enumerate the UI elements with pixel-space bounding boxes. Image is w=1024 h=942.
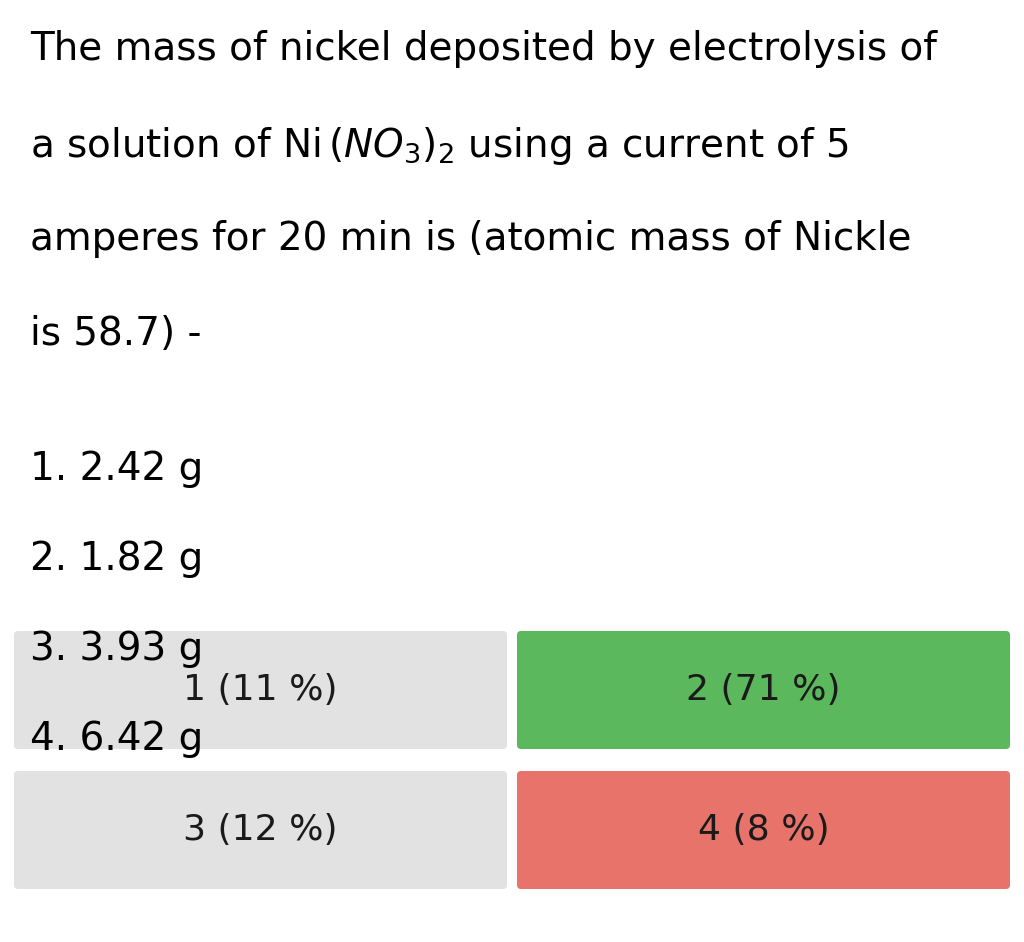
FancyBboxPatch shape — [517, 771, 1010, 889]
Text: 1 (11 %): 1 (11 %) — [183, 673, 338, 707]
Text: amperes for 20 min is (atomic mass of Nickle: amperes for 20 min is (atomic mass of Ni… — [30, 220, 911, 258]
FancyBboxPatch shape — [517, 631, 1010, 749]
FancyBboxPatch shape — [14, 771, 507, 889]
Text: 3. 3.93 g: 3. 3.93 g — [30, 630, 203, 668]
Text: 3 (12 %): 3 (12 %) — [183, 813, 338, 847]
Text: 2 (71 %): 2 (71 %) — [686, 673, 841, 707]
Text: 1. 2.42 g: 1. 2.42 g — [30, 450, 203, 488]
FancyBboxPatch shape — [14, 631, 507, 749]
Text: 4 (8 %): 4 (8 %) — [697, 813, 829, 847]
Text: is 58.7) -: is 58.7) - — [30, 315, 202, 353]
Text: 2. 1.82 g: 2. 1.82 g — [30, 540, 203, 578]
Text: The mass of nickel deposited by electrolysis of: The mass of nickel deposited by electrol… — [30, 30, 937, 68]
Text: 4. 6.42 g: 4. 6.42 g — [30, 720, 203, 758]
Text: a solution of Ni$\,(NO_3)_2$ using a current of 5: a solution of Ni$\,(NO_3)_2$ using a cur… — [30, 125, 849, 167]
